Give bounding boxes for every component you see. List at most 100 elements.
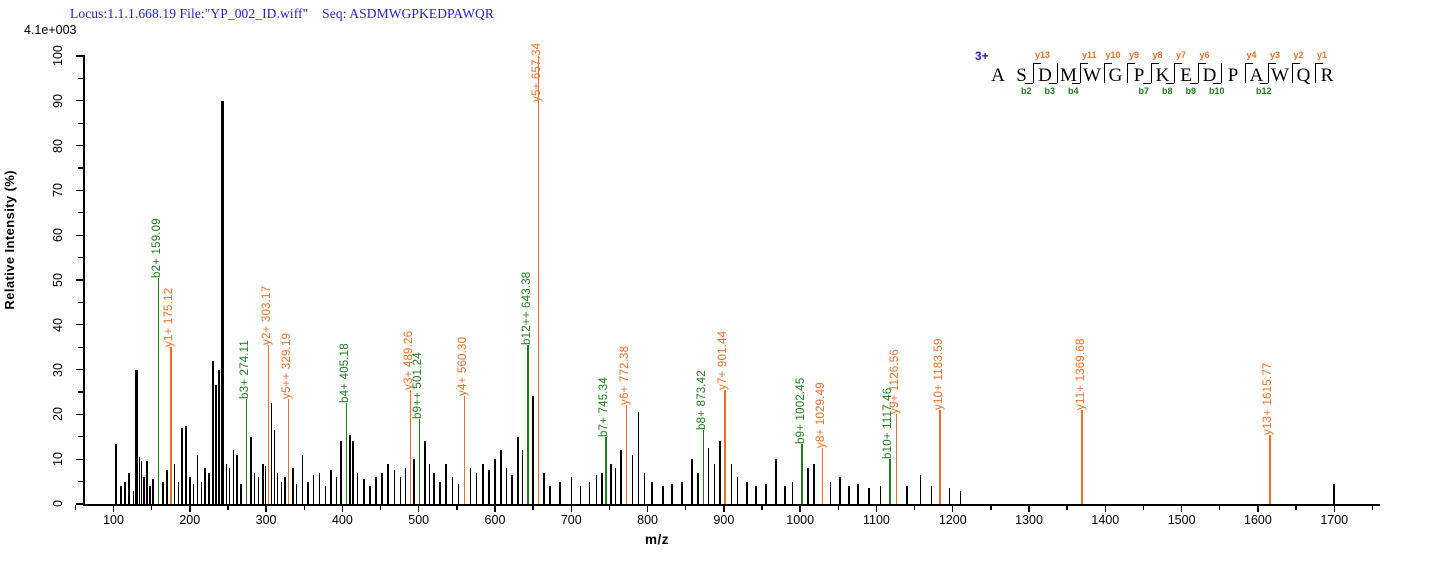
spectrum-peak	[250, 436, 252, 504]
spectrum-peak	[549, 486, 551, 504]
spectrum-peak	[356, 472, 359, 504]
x-tick-1100	[875, 505, 878, 512]
peak-label: y7+ 901.44	[717, 330, 730, 390]
y-ion-label-y1: y1	[1317, 50, 1328, 60]
spectrum-peak	[312, 474, 315, 504]
spectrum-peak	[413, 459, 415, 504]
spectrum-peak	[930, 486, 933, 504]
x-tick-700	[570, 505, 572, 512]
residue-D-3: D	[1038, 65, 1052, 86]
spectrum-peak	[807, 468, 809, 504]
residue-Q-14: Q	[1296, 65, 1311, 86]
spectrum-peak	[719, 441, 721, 504]
x-tick-label-800: 800	[637, 513, 658, 527]
x-tick-minor	[532, 505, 534, 510]
spectrum-peak	[511, 474, 513, 504]
spectrum-peak	[352, 441, 354, 504]
x-tick-1500	[1180, 505, 1183, 512]
spectrum-peak	[691, 459, 693, 504]
x-tick-minor	[990, 505, 992, 510]
spectrum-peak	[115, 443, 117, 504]
spectrum-peak	[192, 483, 195, 504]
fragment-tail	[1315, 63, 1323, 65]
fragment-tick	[1056, 63, 1058, 83]
peak-label: y1+ 175.12	[163, 287, 176, 348]
x-tick-minor	[1371, 505, 1374, 510]
fragment-tail	[1103, 63, 1112, 65]
fragment-tick	[1127, 63, 1129, 83]
peak-label: y13+ 1615.77	[1262, 362, 1275, 435]
fragment-tick	[1150, 63, 1152, 83]
spectrum-peak	[276, 472, 279, 504]
spectrum-peak	[784, 486, 786, 504]
residue-A-1: A	[991, 65, 1005, 86]
x-tick-minor	[761, 505, 763, 510]
spectrum-peak	[177, 481, 180, 504]
x-tick-1300	[1028, 505, 1030, 512]
spectrum-peak	[570, 477, 573, 504]
spectrum-peak	[189, 477, 191, 504]
precursor-charge-label: 3+	[975, 49, 989, 63]
fragment-tick	[1080, 63, 1082, 83]
x-tick-label-500: 500	[408, 513, 430, 527]
spectrum-peak	[620, 450, 622, 504]
y-axis-title: Relative Intensity (%)	[2, 170, 17, 310]
fragment-tail	[1080, 63, 1088, 65]
spectrum-peak	[340, 441, 342, 504]
x-tick-label-1100: 1100	[863, 513, 890, 527]
annotated-peak	[463, 396, 466, 504]
spectrum-peak	[149, 486, 151, 504]
spectrum-peak	[280, 481, 283, 504]
x-tick-label-1000: 1000	[786, 513, 815, 527]
annotated-peak	[702, 430, 705, 504]
fragment-tick	[1268, 63, 1270, 83]
fragment-tail	[1174, 63, 1182, 65]
x-tick-minor	[456, 505, 458, 510]
y-tick-minor	[78, 391, 83, 393]
spectrum-peak	[146, 461, 148, 504]
spectrum-peak	[839, 477, 841, 504]
spectrum-peak	[906, 486, 908, 504]
spectrum-peak	[301, 454, 304, 504]
spectrum-peak	[643, 472, 646, 504]
peak-label: b9++ 501.24	[412, 352, 425, 419]
fragment-tick	[1103, 63, 1105, 83]
spectrum-peak	[919, 474, 922, 504]
annotated-peak	[409, 389, 412, 504]
peak-label: y2+ 303.17	[261, 285, 274, 345]
y-ion-label-y8: y8	[1152, 50, 1163, 60]
spectrum-peak	[232, 450, 235, 504]
spectrum-peak	[614, 468, 617, 504]
y-tick-minor	[78, 212, 83, 214]
spectrum-peak	[349, 434, 351, 504]
x-tick-label-400: 400	[331, 513, 353, 527]
x-tick-minor	[837, 505, 839, 510]
spectrum-peak	[211, 360, 214, 504]
residue-M-4: M	[1060, 65, 1077, 86]
x-tick-minor	[150, 505, 153, 510]
spectrum-peak	[595, 474, 598, 504]
fragment-tail	[1260, 83, 1268, 85]
fragment-tick	[1244, 63, 1246, 83]
peak-label: b4+ 405.18	[338, 343, 351, 404]
spectrum-peak	[1333, 483, 1335, 504]
x-tick-minor	[913, 505, 916, 510]
intensity-scale-label: 4.1e+003	[24, 23, 77, 37]
x-tick-label-600: 600	[484, 513, 506, 527]
spectrum-peak	[765, 483, 767, 504]
x-tick-minor	[303, 505, 305, 510]
spectrum-peak	[755, 486, 757, 504]
b-ion-label-b10: b10	[1209, 86, 1225, 96]
fragment-tail	[1142, 83, 1151, 85]
residue-G-6: G	[1108, 65, 1123, 86]
spectrum-peak	[228, 468, 231, 504]
residue-W-13: W	[1271, 65, 1289, 86]
spectrum-peak	[813, 463, 815, 504]
peak-label: b2+ 159.09	[151, 217, 164, 278]
spectrum-peak	[200, 481, 202, 504]
spectrum-peak	[791, 481, 794, 504]
peak-label: b9+ 1002.45	[794, 377, 807, 444]
x-tick-900	[723, 505, 725, 512]
spectrum-peak	[697, 472, 699, 504]
spectrum-peak	[240, 483, 242, 504]
